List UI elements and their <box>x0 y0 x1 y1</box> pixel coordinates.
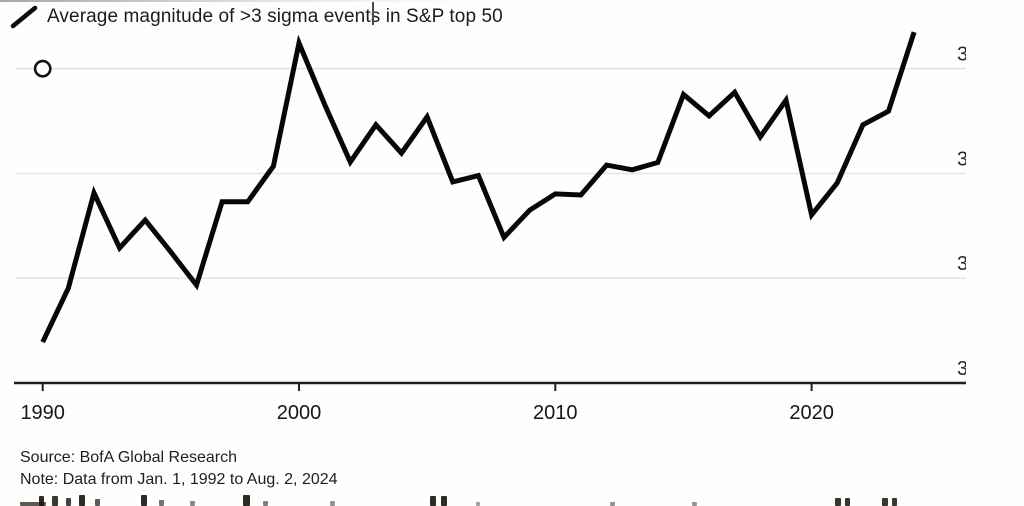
line-series-icon <box>10 5 38 29</box>
y-axis-labels: 3 3 3 3 <box>957 44 968 380</box>
note-text: Note: Data from Jan. 1, 1992 to Aug. 2, … <box>20 471 338 488</box>
y-tick-label-clipped: 3 <box>957 44 968 66</box>
clipped-letter-top <box>892 498 897 506</box>
x-tick-label: 1990 <box>20 402 65 424</box>
x-tick-label: 2020 <box>789 402 834 424</box>
data-series-line <box>40 31 917 344</box>
clipped-letter-top <box>66 498 71 506</box>
clipped-letter-top <box>835 498 841 506</box>
text-cursor <box>372 2 374 25</box>
chart-legend: Average magnitude of >3 sigma events in … <box>8 3 503 30</box>
chart-title: Average magnitude of >3 sigma events in … <box>47 5 503 27</box>
clipped-letter-top <box>20 502 46 506</box>
clipped-letter-top <box>330 501 335 506</box>
clipped-letter-top <box>39 496 44 506</box>
clipped-letter-top <box>243 495 250 506</box>
clipped-letter-top <box>95 499 100 506</box>
x-axis-tick-labels: 1990 2000 2010 2020 <box>20 402 833 424</box>
clipped-letter-top <box>692 502 697 506</box>
source-text: Source: BofA Global Research <box>20 449 238 466</box>
top-edge-artifact <box>0 0 470 2</box>
x-tick-label: 2000 <box>277 402 322 424</box>
clipped-letter-top <box>159 500 164 506</box>
clipped-letter-top <box>190 501 195 506</box>
clipped-letter-top <box>882 498 888 506</box>
clipped-letter-top <box>610 502 615 506</box>
clipped-letter-top <box>79 495 85 506</box>
y-tick-label-clipped: 3 <box>957 149 968 171</box>
chart-canvas: 3 3 3 3 1990 2000 2010 2020 <box>14 16 1024 424</box>
clipped-letter-top <box>52 496 58 506</box>
x-tick-label: 2010 <box>533 402 578 424</box>
y-tick-label-clipped: 3 <box>957 253 968 275</box>
clipped-letter-top <box>476 502 480 506</box>
open-circle-marker <box>33 59 52 78</box>
clipped-letter-top <box>141 495 147 506</box>
gridlines <box>16 67 966 280</box>
right-edge-clip <box>966 16 1024 376</box>
x-axis-ticks <box>41 383 813 391</box>
clipped-text-row <box>0 493 1024 506</box>
y-tick-label-clipped: 3 <box>957 358 968 380</box>
clipped-letter-top <box>263 501 268 506</box>
clipped-letter-top <box>845 498 850 506</box>
clipped-letter-top <box>430 496 436 506</box>
clipped-letter-top <box>441 496 447 506</box>
